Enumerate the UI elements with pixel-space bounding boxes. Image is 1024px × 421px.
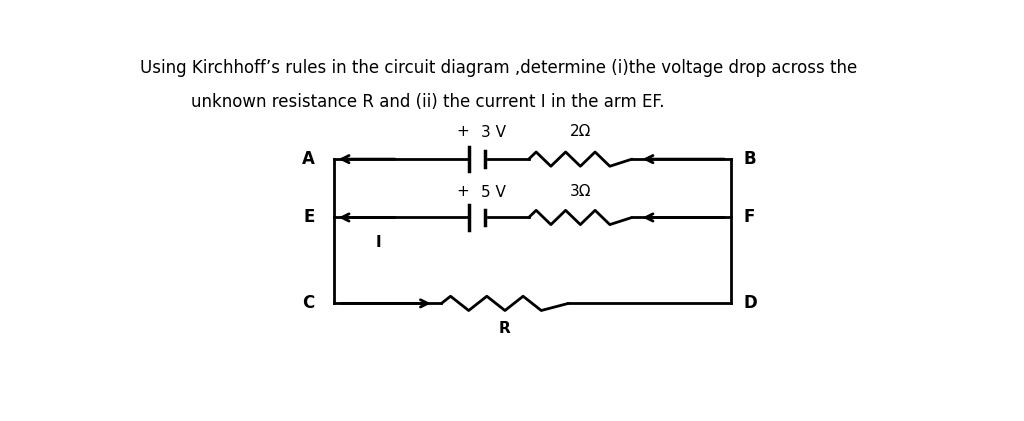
- Text: 3 V: 3 V: [481, 125, 506, 140]
- Text: 3Ω: 3Ω: [569, 184, 591, 199]
- Text: D: D: [743, 294, 757, 312]
- Text: +: +: [457, 124, 469, 139]
- Text: A: A: [302, 150, 314, 168]
- Text: unknown resistance R and (ii) the current I in the arm EF.: unknown resistance R and (ii) the curren…: [191, 93, 665, 111]
- Text: 2Ω: 2Ω: [569, 124, 591, 139]
- Text: R: R: [499, 321, 511, 336]
- Text: E: E: [303, 208, 314, 226]
- Text: +: +: [457, 184, 469, 199]
- Text: I: I: [375, 235, 381, 250]
- Text: C: C: [302, 294, 314, 312]
- Text: 5 V: 5 V: [481, 185, 506, 200]
- Text: F: F: [743, 208, 755, 226]
- Text: B: B: [743, 150, 756, 168]
- Text: Using Kirchhoff’s rules in the circuit diagram ,determine (i)the voltage drop ac: Using Kirchhoff’s rules in the circuit d…: [140, 59, 857, 77]
